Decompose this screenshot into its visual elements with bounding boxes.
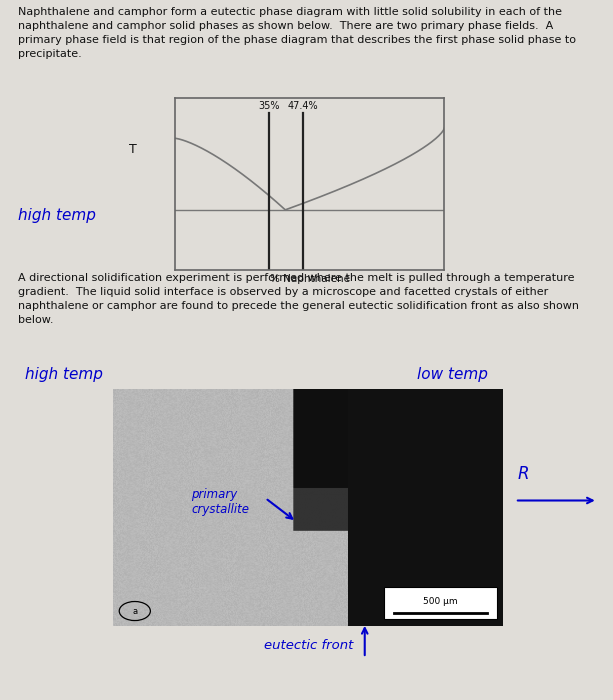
Text: high temp: high temp	[25, 367, 102, 382]
Text: T: T	[129, 143, 137, 156]
Text: A directional solidification experiment is performed where the melt is pulled th: A directional solidification experiment …	[18, 273, 579, 325]
X-axis label: % Naphthalene: % Naphthalene	[270, 274, 349, 284]
Text: primary
crystallite: primary crystallite	[191, 489, 249, 517]
Text: 500 μm: 500 μm	[423, 597, 458, 606]
Text: low temp: low temp	[417, 367, 488, 382]
Text: a: a	[132, 606, 137, 615]
Text: high temp: high temp	[18, 209, 96, 223]
Text: 35%: 35%	[258, 102, 280, 111]
Bar	[384, 587, 497, 620]
Text: R: R	[518, 465, 530, 483]
Text: Naphthalene and camphor form a eutectic phase diagram with little solid solubili: Naphthalene and camphor form a eutectic …	[18, 7, 576, 59]
Text: eutectic front: eutectic front	[264, 639, 353, 652]
Text: 47.4%: 47.4%	[287, 102, 318, 111]
